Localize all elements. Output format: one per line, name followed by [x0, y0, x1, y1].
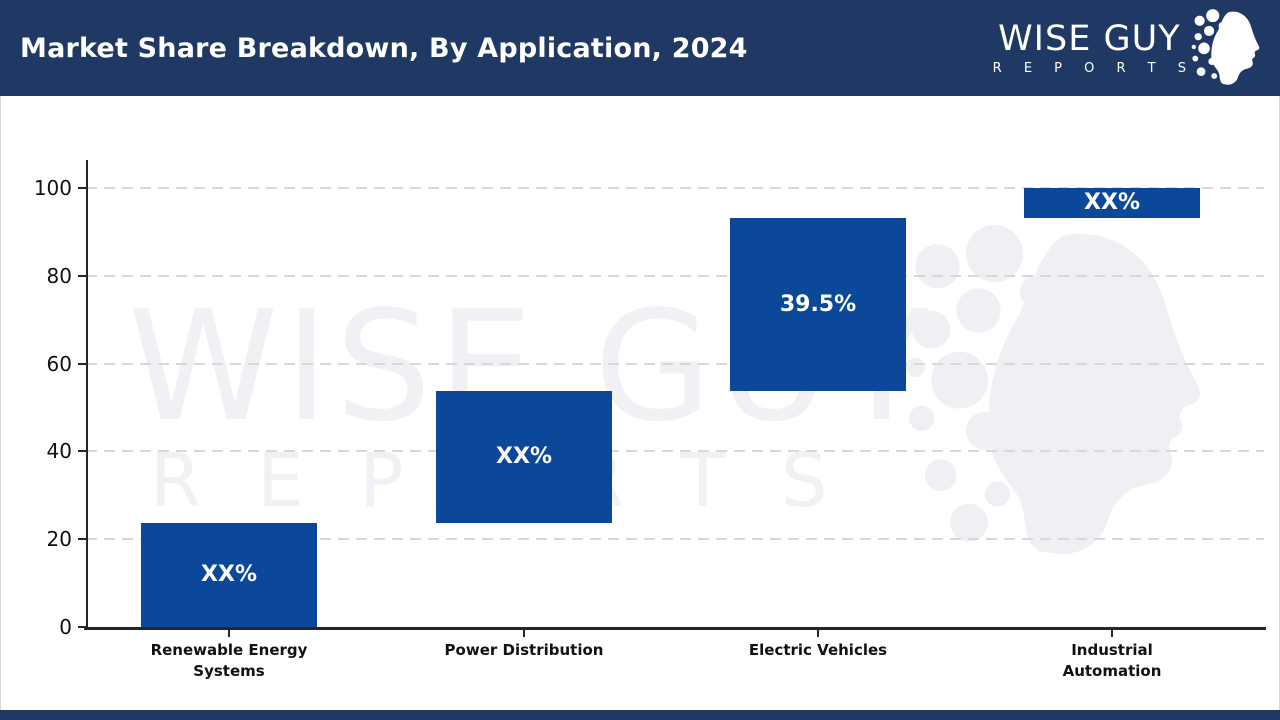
y-tick-mark-40: [78, 450, 86, 453]
gridline-60: [86, 362, 1264, 365]
y-tick-label-40: 40: [46, 439, 72, 464]
bar-value-label: XX%: [496, 443, 552, 469]
x-tick-mark-2: [817, 630, 819, 637]
bar-power-distribution: XX%: [436, 391, 612, 523]
y-tick-label-100: 100: [33, 176, 72, 200]
gridline-20: [86, 538, 1264, 541]
y-tick-label-80: 80: [46, 263, 72, 288]
bar-value-label: XX%: [1084, 189, 1140, 215]
y-tick-mark-80: [78, 274, 86, 277]
y-tick-label-0: 0: [59, 615, 72, 639]
bar-value-label: 39.5%: [779, 291, 857, 317]
header-banner: Market Share Breakdown, By Application, …: [0, 0, 1280, 96]
x-category-label-0: Renewable Energy Systems: [150, 641, 308, 680]
wiseguy-logo: WISE GUY R E P O R T S: [993, 6, 1280, 90]
y-tick-label-60: 60: [46, 351, 72, 376]
wiseguy-dotted-head-watermark: [905, 225, 1201, 555]
gridline-100: [86, 187, 1264, 189]
y-tick-label-20: 20: [46, 527, 72, 552]
x-category-label-2: Electric Vehicles: [748, 641, 888, 659]
x-category-label-1: Power Distribution: [444, 641, 604, 659]
gridline-40: [86, 450, 1264, 453]
logo-wordmark: WISE GUY: [998, 18, 1181, 59]
x-tick-mark-0: [228, 630, 230, 637]
bar-electric-vehicles: 39.5%: [730, 217, 906, 392]
footer-bar: [0, 710, 1280, 720]
y-tick-mark-0: [78, 626, 86, 628]
x-category-label-3: Industrial Automation: [1062, 641, 1162, 680]
x-axis-line: [84, 627, 1266, 630]
y-axis-line: [86, 160, 88, 630]
bar-renewable-energy-systems: XX%: [141, 522, 317, 627]
chart-title: Market Share Breakdown, By Application, …: [20, 32, 748, 64]
y-tick-mark-60: [78, 362, 86, 365]
gridline-80: [86, 274, 1264, 277]
bar-value-label: XX%: [201, 561, 257, 587]
x-tick-mark-3: [1111, 630, 1113, 637]
wiseguy-dotted-head-icon: [1191, 9, 1260, 85]
logo-subtitle: R E P O R T S: [992, 60, 1195, 76]
x-tick-mark-1: [523, 630, 525, 637]
y-tick-mark-20: [78, 538, 86, 541]
y-tick-mark-100: [78, 187, 86, 189]
bar-industrial-automation: XX%: [1024, 188, 1200, 218]
